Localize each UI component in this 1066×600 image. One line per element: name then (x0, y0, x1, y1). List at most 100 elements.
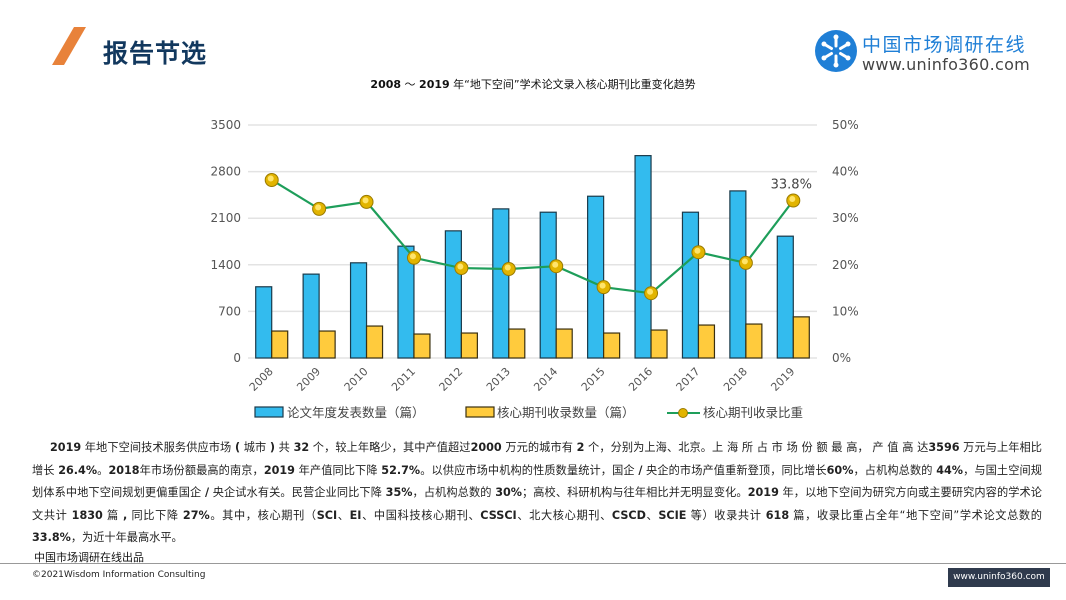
body-emphasis: SCIE (658, 508, 687, 522)
body-text-run: 个，较上年略少，其中产值超过 (309, 441, 471, 454)
x-tick-label: 2018 (721, 365, 750, 394)
body-emphasis: 33.8% (32, 531, 71, 544)
chart-title-text: 年“地下空间”学术论文录入核心期刊比重变化趋势 (449, 78, 696, 91)
body-emphasis: 2019 (50, 441, 82, 454)
y-left-tick-label: 2800 (210, 165, 241, 179)
body-text-run: 篇 (102, 508, 123, 522)
body-emphasis: 52.7% (381, 463, 421, 477)
bar-core-journal-count (603, 332, 621, 359)
bar-papers-published (255, 286, 273, 359)
bar-core-journal-count (318, 330, 336, 359)
chart-title: 2008 ～ 2019 年“地下空间”学术论文录入核心期刊比重变化趋势 (0, 76, 1066, 92)
legend-swatch-papers (254, 406, 284, 418)
ratio-marker-highlight (362, 197, 369, 204)
y-left-tick-label: 0 (233, 351, 241, 365)
bar-papers-published (634, 155, 652, 359)
body-emphasis: 32 (293, 441, 310, 454)
body-text-run: 、北大核心期刊、 (516, 508, 612, 522)
bar-core-journal-count (792, 316, 810, 359)
chart-title-end-year: 2019 (419, 78, 450, 91)
logo-url: www.uninfo360.com (862, 55, 1031, 74)
chart-title-tilde: ～ (401, 78, 420, 91)
x-tick-label: 2019 (768, 365, 797, 394)
body-emphasis: ) (269, 441, 276, 454)
x-tick-label: 2017 (674, 365, 703, 394)
y-right-tick-label: 10% (832, 304, 859, 318)
body-emphasis: 2019 (263, 463, 295, 477)
body-text-run: 个，分别为上海、北京。上 海 所 占 市 场 份 额 最 高， 产 值 高 达 (584, 441, 929, 454)
body-text-run: ，占机构总数的 (853, 463, 937, 477)
x-tick-label: 2010 (342, 365, 371, 394)
body-text-run: 。其中，核心期刊（ (209, 508, 317, 522)
body-emphasis: 2018 (108, 463, 140, 477)
body-emphasis: EI (349, 508, 362, 522)
bar-core-journal-count (460, 332, 478, 359)
body-text-run: 年市场份额最高的南京， (139, 463, 264, 477)
body-text-run: 年，以地下空间为研究方向或主要研究内容的学术论文共计 (32, 486, 1042, 522)
copyright-text: ©2021Wisdom Information Consulting (32, 570, 206, 580)
body-emphasis: , (123, 508, 128, 522)
snowflake-logo-icon (815, 30, 857, 72)
legend-swatch-core-count (465, 406, 495, 418)
legend-label-core-count: 核心期刊收录数量（篇） (497, 405, 635, 420)
y-left-tick-label: 2100 (210, 211, 241, 225)
body-text-run: 万元的城市有 (501, 441, 577, 454)
bar-papers-published (349, 262, 368, 359)
ratio-marker-highlight (552, 261, 559, 268)
bar-papers-published (681, 211, 700, 359)
ratio-marker-highlight (599, 282, 606, 289)
y-left-tick-label: 3500 (210, 118, 241, 132)
body-text-run: 央企的市场产值重新登顶，同比增长 (642, 463, 827, 477)
bar-core-journal-count (271, 330, 289, 359)
body-text-run: ；高校、科研机构与往年相比并无明显变化。 (521, 486, 748, 499)
body-text-run: 、中国科技核心期刊、 (361, 508, 481, 522)
body-text-run: 等）收录共计 (686, 508, 766, 522)
line-core-journal-ratio (271, 179, 795, 295)
y-right-tick-label: 40% (832, 165, 859, 179)
logo-brand-name: 中国市场调研在线 (862, 34, 1027, 56)
body-text-run: 央企试水有关。民营企业同比下降 (209, 486, 386, 499)
body-emphasis: CSCD (611, 508, 646, 522)
bar-papers-published (444, 230, 462, 359)
body-emphasis: 60% (826, 463, 854, 477)
body-emphasis: 44% (936, 463, 963, 477)
body-emphasis: 2019 (747, 486, 779, 499)
body-emphasis: 30% (495, 486, 522, 499)
body-text-run: ，为近十年最高水平。 (70, 531, 183, 544)
bar-core-journal-count (365, 325, 384, 359)
x-tick-label: 2014 (531, 365, 560, 394)
body-text-run: 。以供应市场中机构的性质数量统计，国企 (420, 463, 639, 477)
body-text-run: 同比下降 (127, 508, 183, 522)
body-emphasis: 1830 (71, 508, 103, 522)
ratio-marker-highlight (409, 253, 416, 260)
body-text-run: ，占机构总数的 (412, 486, 496, 499)
x-tick-label: 2011 (389, 365, 418, 394)
body-text-run: 年产值同比下降 (294, 463, 382, 477)
ratio-marker-highlight (457, 263, 464, 270)
body-emphasis: 35% (385, 486, 413, 499)
ratio-marker-highlight (694, 247, 701, 254)
bar-core-journal-count (555, 328, 573, 359)
data-label-2019-ratio: 33.8% (771, 177, 812, 192)
y-right-tick-label: 0% (832, 351, 851, 365)
legend-label-papers: 论文年度发表数量（篇） (287, 405, 425, 420)
x-tick-label: 2015 (579, 365, 608, 394)
chart-title-start-year: 2008 (370, 78, 402, 91)
ratio-marker-highlight (647, 288, 654, 295)
legend-swatch-ratio-marker (678, 408, 688, 418)
combo-chart: 0 700 1400 2100 2800 3500 0% 10% 20% 30% 40% 50% 200… (210, 118, 859, 420)
body-emphasis: 27% (182, 508, 210, 522)
x-tick-label: 2008 (247, 365, 276, 394)
bar-core-journal-count (697, 324, 716, 359)
ratio-marker-highlight (267, 175, 274, 182)
bar-papers-published (539, 211, 557, 359)
footer-url-badge[interactable]: www.uninfo360.com (948, 568, 1050, 587)
x-tick-label: 2012 (437, 365, 466, 394)
body-text-run: 篇，收录比重占全年“地下空间”学术论文总数的 (789, 508, 1042, 522)
body-emphasis: 2 (576, 441, 585, 454)
body-text-run: 共 (275, 441, 294, 454)
brand-logo: 中国市场调研在线 www.uninfo360.com (815, 28, 1066, 78)
y-right-tick-label: 30% (832, 211, 859, 225)
legend-label-ratio: 核心期刊收录比重 (703, 405, 803, 420)
body-emphasis: 2000 (470, 441, 502, 454)
